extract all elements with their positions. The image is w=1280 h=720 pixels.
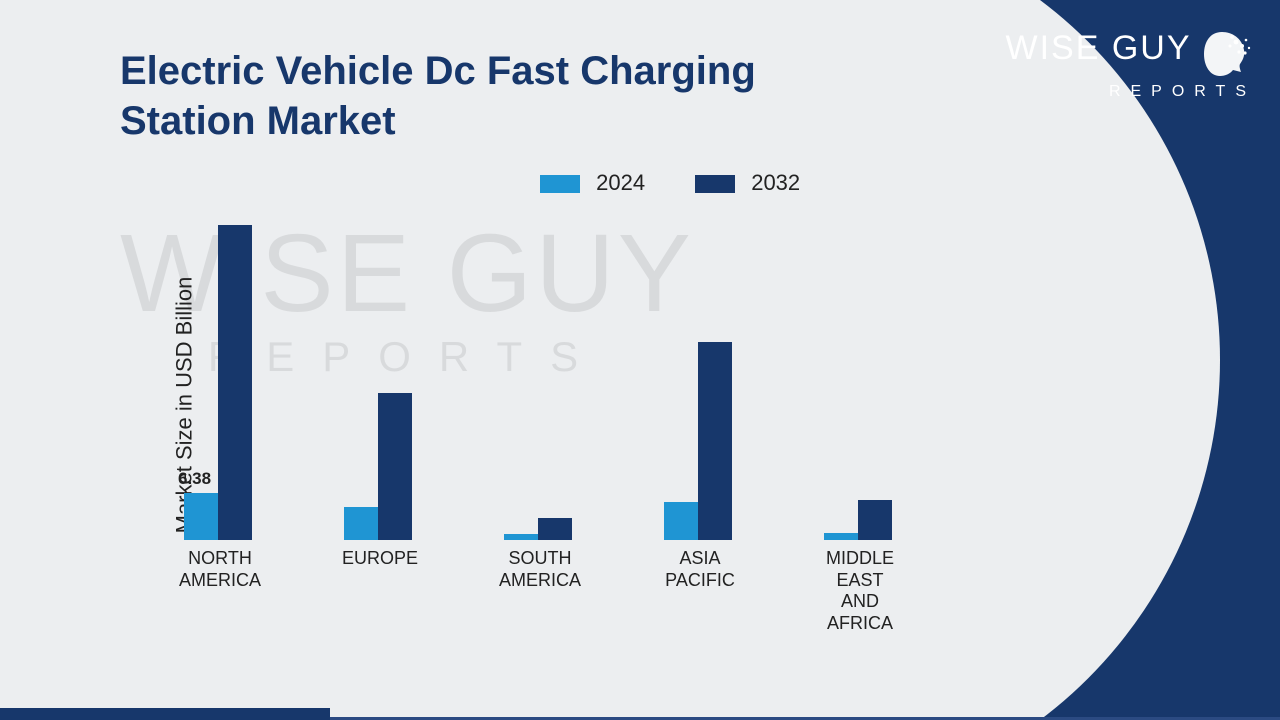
footer-accent [0,708,330,720]
category-label: MIDDLEEASTANDAFRICA [780,548,940,634]
bar-2024 [344,507,378,540]
bar-group: EUROPE [300,210,460,540]
category-label: NORTHAMERICA [140,548,300,591]
category-label: EUROPE [300,548,460,570]
legend-swatch-2032 [695,175,735,193]
legend-swatch-2024 [540,175,580,193]
brand-line1: WISE GUY [1006,29,1192,67]
category-label: ASIAPACIFIC [620,548,780,591]
brand-logo: WISE GUY REPORTS [1006,28,1256,100]
chart-title: Electric Vehicle Dc Fast Charging Statio… [120,46,820,146]
chart-area: Market Size in USD Billion 2024 2032 6.3… [60,170,960,640]
chart-card: WISE GUY REPORTS Electric Vehicle Dc Fas… [0,0,1280,720]
bar-2024 [824,533,858,540]
dot-cluster-icon [1190,52,1200,62]
bar-group: SOUTHAMERICA [460,210,620,540]
bar-2024 [184,493,218,540]
bar-group: ASIAPACIFIC [620,210,780,540]
bar-2032 [218,225,252,540]
brand-line2: REPORTS [1006,84,1256,100]
legend-label-2024: 2024 [596,170,645,195]
bar-2024 [664,502,698,540]
bar-2032 [538,518,572,540]
bar-value-label: 6.38 [178,469,211,489]
bar-2024 [504,534,538,540]
bar-group: MIDDLEEASTANDAFRICA [780,210,940,540]
legend-item-2032: 2032 [695,170,800,196]
ai-head-icon [1202,28,1256,82]
right-brand-panel [960,0,1280,720]
bar-2032 [378,393,412,540]
bar-2032 [858,500,892,540]
legend: 2024 2032 [540,170,800,196]
legend-label-2032: 2032 [751,170,800,195]
bar-group: 6.38NORTHAMERICA [140,210,300,540]
bar-2032 [698,342,732,540]
legend-item-2024: 2024 [540,170,645,196]
category-label: SOUTHAMERICA [460,548,620,591]
plot-region: 6.38NORTHAMERICAEUROPESOUTHAMERICAASIAPA… [140,210,940,540]
